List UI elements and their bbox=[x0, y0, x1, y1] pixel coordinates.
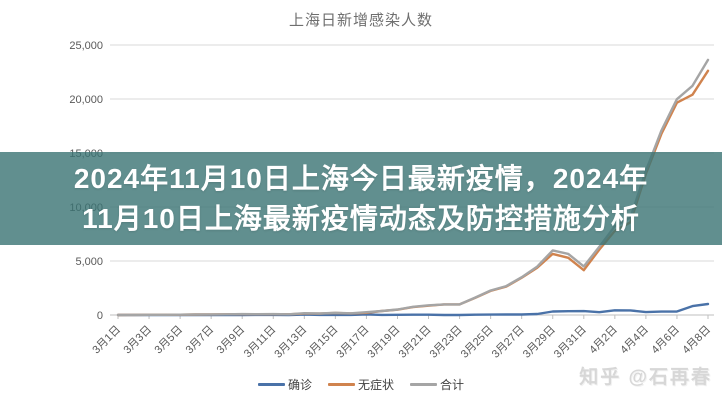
y-axis-tick-label: 5,000 bbox=[75, 256, 103, 268]
headline-line-1: 2024年11月10日上海今日最新疫情，2024年 bbox=[73, 162, 649, 194]
x-axis-tick-label: 3月3日 bbox=[121, 324, 154, 357]
x-axis-tick-label: 3月15日 bbox=[303, 324, 340, 361]
legend-swatch-total bbox=[410, 382, 437, 386]
chart-title: 上海日新增感染人数 bbox=[288, 12, 433, 29]
legend-item-total: 合计 bbox=[410, 376, 464, 393]
x-axis-tick-label: 3月5日 bbox=[153, 324, 186, 357]
chart-legend: 确诊 无症状 合计 bbox=[0, 375, 722, 393]
watermark: 知乎 @石再春 bbox=[579, 367, 712, 388]
y-axis-tick-label: 20,000 bbox=[69, 94, 103, 106]
legend-label-asymptomatic: 无症状 bbox=[357, 377, 394, 392]
y-axis-tick-label: 25,000 bbox=[69, 40, 103, 52]
headline-line-2: 11月10日上海最新疫情动态及防控措施分析 bbox=[82, 202, 640, 234]
x-axis-tick-label: 3月7日 bbox=[184, 324, 217, 357]
x-axis-tick-label: 3月17日 bbox=[335, 324, 372, 361]
x-axis-tick-label: 3月21日 bbox=[397, 324, 434, 361]
x-axis-tick-label: 4月4日 bbox=[618, 324, 651, 357]
legend-item-asymptomatic: 无症状 bbox=[327, 376, 394, 393]
legend-item-confirmed: 确诊 bbox=[257, 376, 312, 393]
x-axis-tick-label: 4月8日 bbox=[680, 324, 713, 357]
x-axis-tick-label: 4月6日 bbox=[649, 324, 682, 357]
x-axis-tick-label: 3月31日 bbox=[552, 324, 589, 361]
x-axis-tick-label: 3月27日 bbox=[490, 324, 527, 361]
legend-label-total: 合计 bbox=[440, 377, 465, 392]
legend-swatch-asymptomatic bbox=[327, 382, 355, 386]
x-axis-tick-label: 4月2日 bbox=[587, 324, 620, 357]
x-axis-tick-label: 3月19日 bbox=[366, 324, 403, 361]
x-axis-tick-label: 3月23日 bbox=[428, 324, 465, 361]
x-axis-tick-label: 3月1日 bbox=[90, 324, 123, 357]
x-axis-tick-label: 3月13日 bbox=[272, 324, 309, 361]
x-axis-tick-label: 3月11日 bbox=[242, 324, 278, 360]
headline-overlay: 2024年11月10日上海今日最新疫情，2024年 11月10日上海最新疫情动态… bbox=[0, 152, 722, 245]
x-axis-tick-label: 3月25日 bbox=[459, 324, 496, 361]
x-axis-tick-label: 3月29日 bbox=[521, 324, 558, 361]
legend-swatch-confirmed bbox=[257, 382, 285, 386]
legend-label-confirmed: 确诊 bbox=[287, 377, 312, 392]
y-axis-tick-label: 0 bbox=[97, 310, 103, 322]
